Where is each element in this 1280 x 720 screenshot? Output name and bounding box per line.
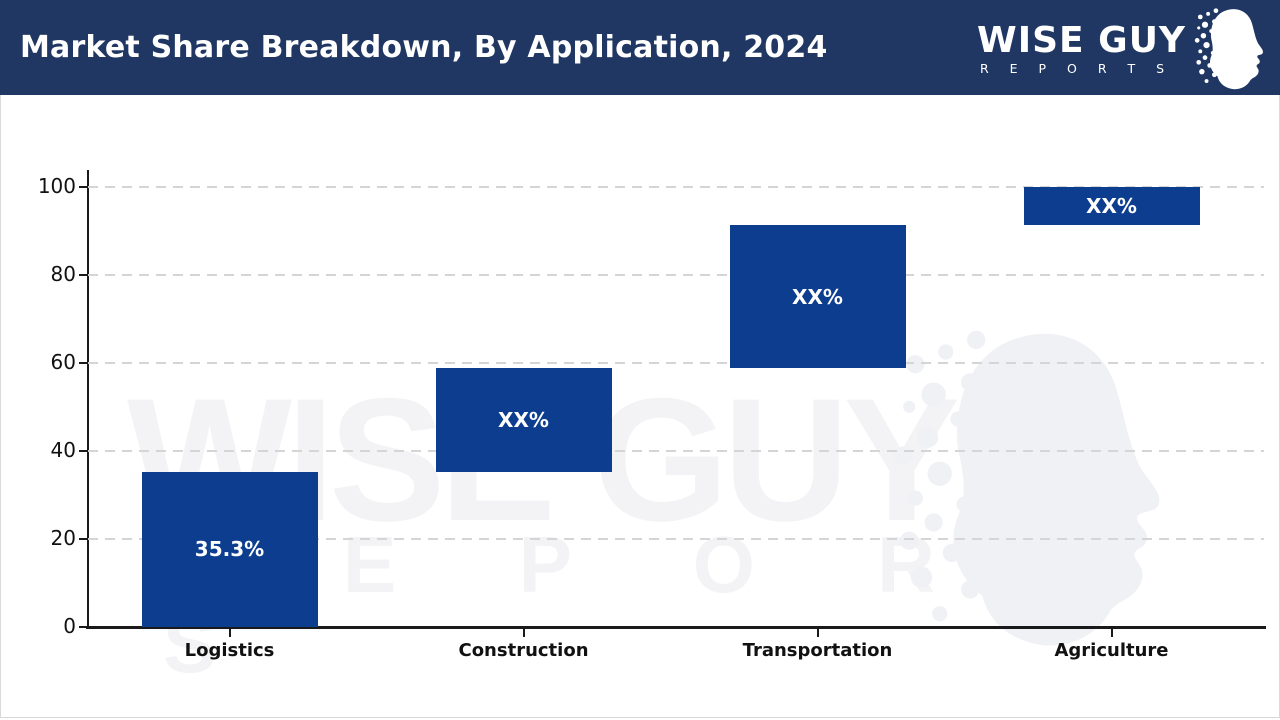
- bar-agriculture: XX%: [1023, 187, 1200, 226]
- y-tick-label-20: 20: [50, 526, 76, 550]
- gridline-20: [88, 538, 1264, 540]
- bar-logistics: 35.3%: [141, 471, 318, 627]
- x-axis-line: [86, 626, 1266, 629]
- y-tick-60: [79, 362, 87, 364]
- y-tick-label-40: 40: [50, 438, 76, 462]
- bar-value-label: XX%: [498, 407, 549, 432]
- bar-value-label: XX%: [792, 284, 843, 309]
- y-tick-0: [79, 626, 87, 628]
- gridline-60: [88, 362, 1264, 364]
- y-tick-label-100: 100: [37, 174, 76, 198]
- wise-guy-logo: WISE GUY R E P O R T S: [977, 6, 1272, 92]
- logo-wordmark: WISE GUY: [976, 20, 1186, 62]
- x-tick-agriculture: [1110, 629, 1113, 637]
- gridline-80: [88, 274, 1264, 276]
- logo-reports: R E P O R T S: [979, 60, 1173, 76]
- bar-value-label: XX%: [1086, 194, 1137, 219]
- chart-title: Market Share Breakdown, By Application, …: [20, 30, 828, 65]
- x-tick-transportation: [816, 629, 819, 637]
- y-tick-20: [79, 538, 87, 540]
- x-tick-construction: [522, 629, 525, 637]
- gridline-100: [88, 186, 1264, 188]
- x-tick-logistics: [228, 629, 231, 637]
- x-label-logistics: Logistics: [184, 640, 275, 661]
- y-tick-100: [79, 186, 87, 188]
- header-bar: Market Share Breakdown, By Application, …: [0, 0, 1280, 95]
- logo-text: WISE GUY R E P O R T S: [977, 22, 1186, 76]
- y-tick-40: [79, 450, 87, 452]
- bar-construction: XX%: [435, 368, 612, 472]
- y-tick-label-60: 60: [50, 350, 76, 374]
- x-label-agriculture: Agriculture: [1054, 640, 1169, 661]
- bar-value-label: 35.3%: [194, 537, 265, 562]
- x-label-construction: Construction: [458, 640, 589, 661]
- gridline-40: [88, 450, 1264, 452]
- x-label-transportation: Transportation: [742, 640, 893, 661]
- y-axis-line: [87, 170, 89, 629]
- bar-transportation: XX%: [729, 225, 906, 369]
- y-tick-80: [79, 274, 87, 276]
- y-tick-label-0: 0: [63, 614, 76, 638]
- y-tick-label-80: 80: [50, 262, 76, 286]
